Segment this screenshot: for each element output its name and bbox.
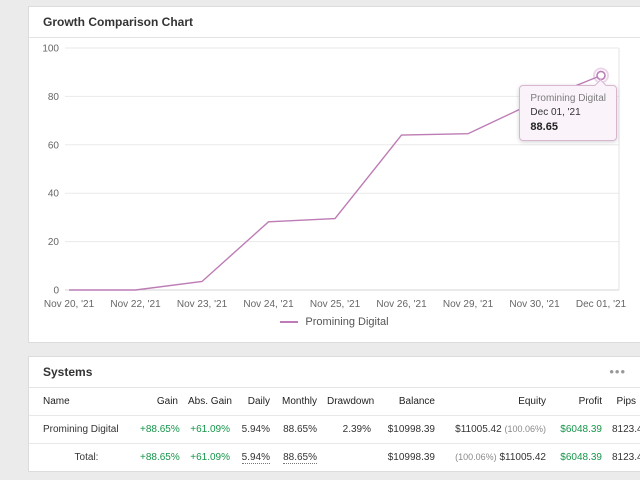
column-header-pips[interactable]: Pips xyxy=(607,388,640,416)
total-monthly-value[interactable]: 88.65% xyxy=(283,452,317,464)
svg-text:100: 100 xyxy=(42,44,59,55)
total-profit-cell: $6048.39 xyxy=(560,452,602,463)
column-header-equity[interactable]: Equity xyxy=(440,388,551,416)
svg-text:Nov 29, '21: Nov 29, '21 xyxy=(443,299,494,310)
systems-title: Systems xyxy=(43,365,93,379)
table-total-row: Total: +88.65% +61.09% 5.94% 88.65% $109… xyxy=(29,444,640,472)
column-header-gain[interactable]: Gain xyxy=(135,388,183,416)
equity-value: $11005.42 xyxy=(455,424,502,435)
systems-table: Name Gain Abs. Gain Daily Monthly Drawdo… xyxy=(29,388,640,471)
tooltip-value: 88.65 xyxy=(530,121,558,133)
svg-text:Nov 26, '21: Nov 26, '21 xyxy=(376,299,427,310)
growth-line-chart[interactable]: 0 20 40 60 80 100 Nov 20, '21 Nov 22, '21 Nov 23… xyxy=(29,38,640,311)
svg-text:80: 80 xyxy=(48,92,60,103)
balance-cell: $10998.39 xyxy=(376,415,440,444)
svg-text:Nov 24, '21: Nov 24, '21 xyxy=(243,299,294,310)
svg-text:Nov 22, '21: Nov 22, '21 xyxy=(110,299,161,310)
svg-text:0: 0 xyxy=(53,286,59,297)
svg-text:Dec 01, '21: Dec 01, '21 xyxy=(576,299,627,310)
abs-gain-cell: +61.09% xyxy=(183,415,235,444)
growth-chart-card: Growth Comparison Chart 0 20 40 60 80 100 Nov … xyxy=(28,6,640,343)
systems-card-header: Systems ••• xyxy=(29,357,640,388)
svg-text:Nov 25, '21: Nov 25, '21 xyxy=(310,299,361,310)
total-equity-percent: (100.06%) xyxy=(455,452,497,462)
column-header-balance[interactable]: Balance xyxy=(376,388,440,416)
tooltip-series-label: Promining Digital xyxy=(530,93,606,104)
chart-card-header: Growth Comparison Chart xyxy=(29,7,640,38)
chart-legend[interactable]: Promining Digital xyxy=(29,310,640,342)
column-header-monthly[interactable]: Monthly xyxy=(275,388,322,416)
gain-cell: +88.65% xyxy=(135,415,183,444)
total-gain-cell: +88.65% xyxy=(140,452,180,463)
equity-percent: (100.06%) xyxy=(504,424,546,434)
total-daily-cell: 5.94% xyxy=(235,444,275,472)
drawdown-cell: 2.39% xyxy=(322,415,376,444)
svg-text:60: 60 xyxy=(48,140,60,151)
system-name-link[interactable]: Promining Digital xyxy=(43,424,119,435)
total-monthly-cell: 88.65% xyxy=(275,444,322,472)
total-daily-value[interactable]: 5.94% xyxy=(241,452,270,464)
systems-menu-button[interactable]: ••• xyxy=(609,364,626,379)
total-equity-cell: (100.06%) $11005.42 xyxy=(440,444,551,472)
table-header-row: Name Gain Abs. Gain Daily Monthly Drawdo… xyxy=(29,388,640,416)
profit-cell: $6048.39 xyxy=(551,415,607,444)
total-balance-cell: $10998.39 xyxy=(387,452,435,463)
svg-text:20: 20 xyxy=(48,237,60,248)
svg-text:Nov 30, '21: Nov 30, '21 xyxy=(509,299,560,310)
daily-cell: 5.94% xyxy=(235,415,275,444)
chart-title: Growth Comparison Chart xyxy=(43,15,194,29)
total-drawdown-cell xyxy=(322,444,376,472)
legend-line-swatch xyxy=(280,321,299,323)
svg-text:Nov 23, '21: Nov 23, '21 xyxy=(177,299,228,310)
monthly-cell: 88.65% xyxy=(275,415,322,444)
total-equity-value: $11005.42 xyxy=(499,452,546,463)
tooltip-date: Dec 01, '21 xyxy=(530,107,581,118)
total-pips-cell: 8123.4 xyxy=(612,452,640,463)
systems-card: Systems ••• Name Gain Abs. Gain Daily Mo… xyxy=(28,356,640,472)
legend-label: Promining Digital xyxy=(305,316,389,328)
svg-text:40: 40 xyxy=(48,189,60,200)
total-abs-gain-cell: +61.09% xyxy=(190,452,230,463)
column-header-daily[interactable]: Daily xyxy=(235,388,275,416)
equity-cell: $11005.42 (100.06%) xyxy=(440,415,551,444)
column-header-abs-gain[interactable]: Abs. Gain xyxy=(183,388,235,416)
chart-area: 0 20 40 60 80 100 Nov 20, '21 Nov 22, '21 Nov 23… xyxy=(29,38,640,342)
column-header-drawdown[interactable]: Drawdown xyxy=(322,388,376,416)
column-header-profit[interactable]: Profit xyxy=(551,388,607,416)
column-header-name[interactable]: Name xyxy=(29,388,135,416)
chart-tooltip: Promining Digital Dec 01, '21 88.65 xyxy=(519,85,617,141)
pips-cell: 8123.4 xyxy=(607,415,640,444)
table-row: Promining Digital +88.65% +61.09% 5.94% … xyxy=(29,415,640,444)
total-label: Total: xyxy=(74,452,99,463)
svg-text:Nov 20, '21: Nov 20, '21 xyxy=(44,299,95,310)
